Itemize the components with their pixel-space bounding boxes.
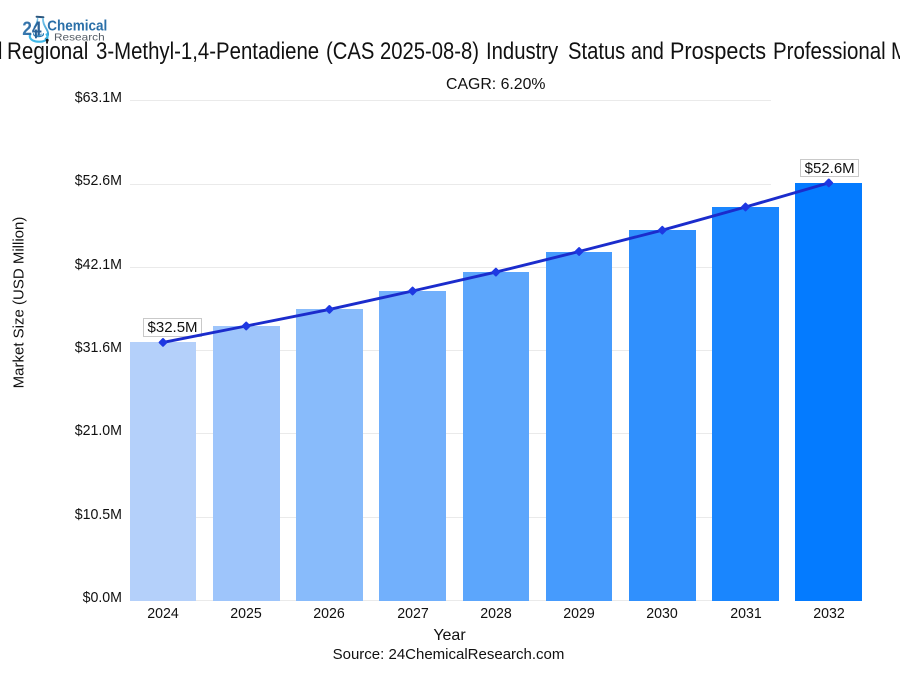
- svg-text:24: 24: [22, 19, 42, 40]
- svg-text:Chemical: Chemical: [47, 17, 107, 34]
- svg-text:Research: Research: [54, 31, 105, 43]
